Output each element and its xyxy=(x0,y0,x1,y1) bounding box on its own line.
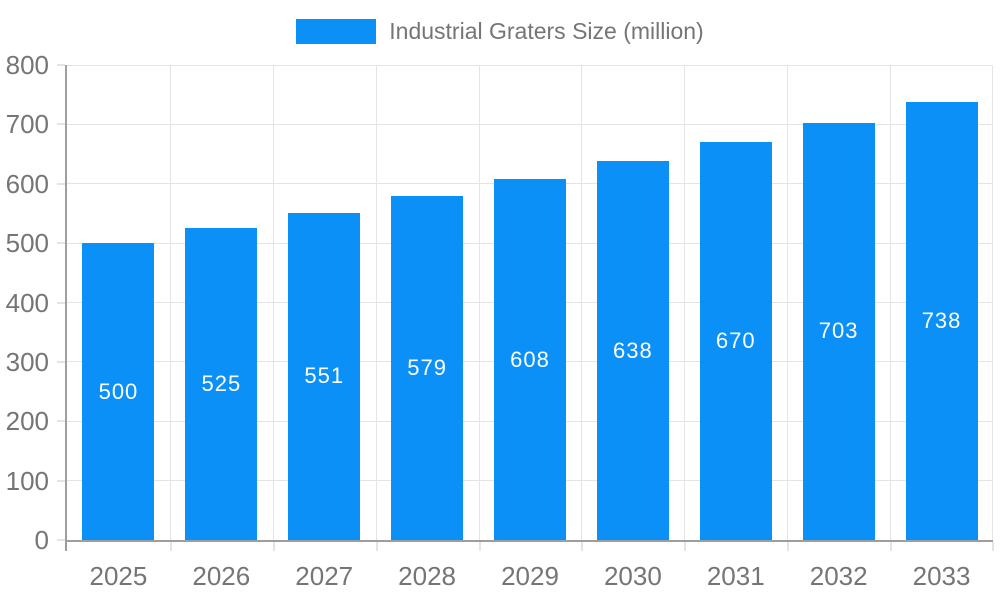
y-tick-mark xyxy=(57,539,65,541)
legend[interactable]: Industrial Graters Size (million) xyxy=(0,18,1000,45)
y-tick-mark xyxy=(57,301,65,304)
y-tick-mark xyxy=(57,64,65,66)
x-tick-label: 2026 xyxy=(192,561,251,591)
legend-label: Industrial Graters Size (million) xyxy=(389,18,704,44)
legend-swatch xyxy=(296,19,377,44)
x-tick-label: 2025 xyxy=(89,561,148,591)
bar[interactable] xyxy=(82,243,155,540)
y-tick-mark xyxy=(57,242,65,245)
gridline-vertical xyxy=(684,65,686,540)
y-tick-mark xyxy=(57,182,65,185)
bar[interactable] xyxy=(699,142,772,540)
bar-value-label: 500 xyxy=(98,378,139,404)
x-tick-label: 2027 xyxy=(295,561,354,591)
x-tick-mark xyxy=(478,542,481,551)
x-tick-mark xyxy=(890,542,893,551)
x-tick-label: 2033 xyxy=(912,561,971,591)
y-tick-mark xyxy=(57,360,65,363)
y-tick-label: 800 xyxy=(5,50,49,80)
y-tick-label: 700 xyxy=(5,109,49,140)
x-tick-mark xyxy=(581,542,584,551)
y-tick-label: 0 xyxy=(34,525,49,555)
x-tick-mark xyxy=(992,542,994,551)
gridline-vertical xyxy=(478,65,480,540)
plot-area: 0 100 200 300 400 500 600 700 800 500 2025 525 2026 5… xyxy=(6,52,994,589)
y-tick-label: 100 xyxy=(5,465,49,496)
y-tick-mark xyxy=(57,123,65,126)
x-tick-label: 2028 xyxy=(398,561,457,591)
gridline-horizontal xyxy=(67,123,993,125)
y-tick-mark xyxy=(57,479,65,482)
gridline-vertical xyxy=(581,65,583,540)
x-tick-label: 2031 xyxy=(706,561,765,591)
bar-value-label: 525 xyxy=(201,371,242,397)
x-tick-mark xyxy=(169,542,172,551)
gridline-vertical xyxy=(272,65,274,540)
y-tick-label: 500 xyxy=(5,228,49,259)
gridline-vertical xyxy=(169,65,171,540)
bar[interactable] xyxy=(288,212,361,540)
bar[interactable] xyxy=(905,101,978,540)
bar-value-label: 670 xyxy=(715,328,756,354)
y-tick-label: 300 xyxy=(5,346,49,377)
gridline-horizontal xyxy=(67,64,993,66)
gridline-vertical xyxy=(992,65,993,540)
bar-value-label: 703 xyxy=(818,318,859,344)
bar-value-label: 608 xyxy=(510,346,550,372)
bar[interactable] xyxy=(596,161,669,540)
gridline-vertical xyxy=(375,65,377,540)
gridline-vertical xyxy=(787,65,789,540)
x-tick-mark xyxy=(375,542,378,551)
gridline-vertical xyxy=(890,65,892,540)
bar-value-label: 738 xyxy=(921,307,962,333)
bar-value-label: 551 xyxy=(304,363,345,389)
y-tick-label: 400 xyxy=(5,287,49,318)
bar[interactable] xyxy=(185,228,258,540)
y-tick-label: 600 xyxy=(5,168,49,199)
x-tick-mark xyxy=(787,542,790,551)
bar[interactable] xyxy=(802,122,875,540)
bar[interactable] xyxy=(494,179,566,540)
bar-value-label: 638 xyxy=(613,337,653,363)
x-tick-label: 2030 xyxy=(603,561,662,591)
x-tick-mark xyxy=(272,542,275,551)
bar[interactable] xyxy=(391,196,464,540)
x-tick-label: 2032 xyxy=(809,561,868,591)
x-tick-mark xyxy=(684,542,687,551)
y-axis-extension-tick xyxy=(65,542,67,551)
y-tick-label: 200 xyxy=(5,406,49,437)
y-tick-mark xyxy=(57,420,65,423)
bar-value-label: 579 xyxy=(407,355,447,381)
x-tick-label: 2029 xyxy=(501,561,559,591)
